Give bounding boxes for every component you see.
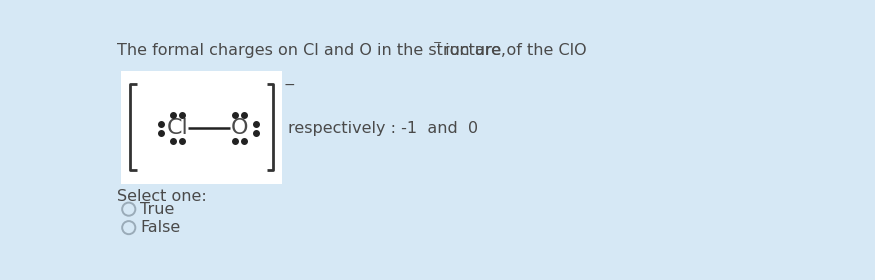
Text: ion are,: ion are,	[440, 43, 507, 58]
Text: respectively : -1  and  0: respectively : -1 and 0	[288, 121, 478, 136]
Text: False: False	[140, 220, 180, 235]
Text: Cl: Cl	[167, 118, 188, 138]
Text: Select one:: Select one:	[117, 189, 206, 204]
Text: −: −	[433, 38, 443, 48]
Text: O: O	[231, 118, 248, 138]
Text: The formal charges on Cl and O in the structure of the ClO: The formal charges on Cl and O in the st…	[117, 43, 587, 58]
Text: True: True	[140, 202, 175, 217]
Text: −: −	[284, 78, 296, 92]
FancyBboxPatch shape	[121, 71, 283, 184]
